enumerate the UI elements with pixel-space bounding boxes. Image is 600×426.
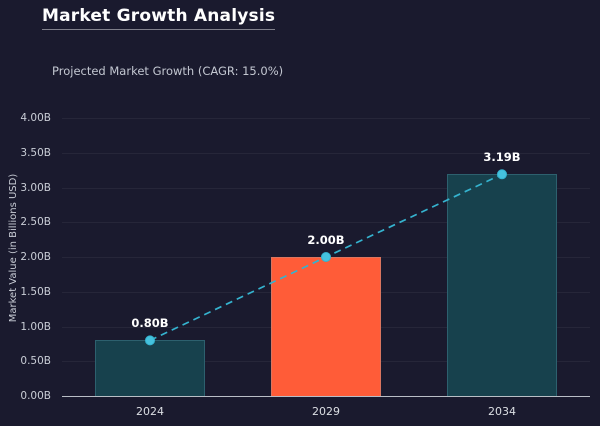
y-axis-tick-label: 2.00B: [20, 251, 51, 263]
plot-area: 0.80B 2.00B 3.19B: [62, 100, 590, 397]
bar-2029: [270, 257, 382, 396]
y-axis-tick-labels: 0.00B 0.50B 1.00B 1.50B 2.00B 2.50B 3.00B 3.50B…: [0, 100, 56, 402]
bar-value-label: 3.19B: [483, 150, 521, 165]
y-axis-tick-label: 0.00B: [20, 390, 51, 402]
gridline: [62, 118, 590, 119]
bar-2024: [94, 340, 206, 396]
x-axis-tick-label: 2034: [488, 405, 516, 418]
chart-title: Market Growth Analysis: [42, 6, 276, 30]
y-axis-tick-label: 3.50B: [20, 146, 51, 159]
x-axis-tick-label: 2024: [136, 405, 164, 418]
y-axis-tick-label: 0.50B: [20, 355, 51, 368]
gridline: [62, 152, 590, 154]
chart-subtitle: Projected Market Growth (CAGR: 15.0%): [52, 64, 284, 78]
x-axis-tick-label: 2029: [312, 405, 340, 418]
x-axis-tick-labels: 2024 2029 2034: [62, 400, 590, 426]
y-axis-tick-label: 1.00B: [20, 320, 51, 333]
bar-value-label: 2.00B: [307, 233, 345, 247]
y-axis-tick-label: 4.00B: [20, 112, 51, 124]
y-axis-tick-label: 2.50B: [20, 216, 51, 229]
y-axis-tick-label: 1.50B: [20, 285, 51, 298]
bar-value-label: 0.80B: [131, 316, 169, 331]
bar-2034: [446, 174, 558, 396]
y-axis-tick-label: 3.00B: [20, 181, 51, 194]
